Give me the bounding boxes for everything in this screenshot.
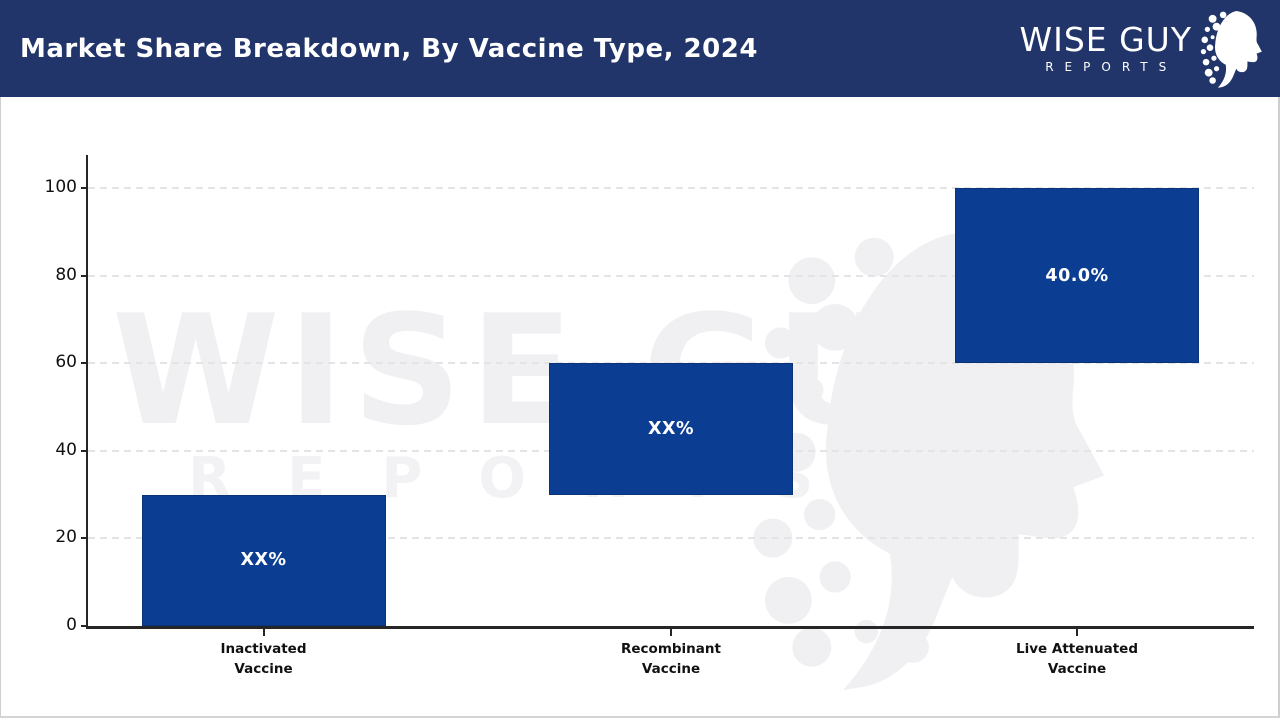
category-label: Inactivated Vaccine [144, 639, 384, 679]
page-title: Market Share Breakdown, By Vaccine Type,… [20, 33, 758, 64]
wiseguy-logo: WISE GUY REPORTS [1019, 7, 1280, 91]
y-tick-label: 20 [55, 527, 77, 548]
x-axis-line [86, 625, 1254, 629]
category-label-line: Live Attenuated [1015, 641, 1138, 657]
gridline-80 [88, 274, 1254, 277]
bar-value-label: 40.0% [1045, 265, 1109, 286]
x-tick [262, 628, 265, 636]
x-tick [670, 628, 672, 636]
y-tick-100 [81, 187, 88, 189]
bar-inactivated-vaccine: XX% [141, 494, 386, 626]
logo-text: WISE GUY REPORTS [1019, 20, 1192, 75]
logo-wordmark: WISE GUY [1019, 20, 1192, 59]
logo-head-icon [1200, 10, 1262, 88]
x-tick [1076, 628, 1078, 636]
gridline-100 [88, 187, 1254, 189]
header-bar: Market Share Breakdown, By Vaccine Type,… [0, 0, 1280, 97]
y-tick-60 [81, 362, 88, 365]
y-tick-80 [81, 274, 88, 277]
bar-value-label: XX% [647, 418, 695, 439]
category-label-line: Vaccine [234, 661, 293, 677]
category-label-line: Vaccine [641, 661, 701, 677]
bar-recombinant-vaccine: XX% [549, 363, 793, 495]
y-tick-label: 100 [44, 177, 77, 197]
category-label-line: Vaccine [1047, 661, 1107, 677]
y-tick-label: 40 [55, 439, 77, 460]
bar-value-label: XX% [240, 550, 287, 571]
category-label-line: Recombinant [621, 641, 721, 657]
y-tick-40 [81, 449, 88, 452]
logo-subtitle: REPORTS [1045, 60, 1178, 74]
y-tick-0 [81, 625, 88, 627]
bar-live attenuated-vaccine: 40.0% [955, 188, 1199, 364]
y-axis-line [86, 155, 88, 629]
y-tick-label: 60 [55, 352, 77, 373]
y-tick-label: 80 [55, 264, 77, 285]
category-label-line: Inactivated [220, 641, 307, 657]
y-tick-20 [81, 537, 88, 540]
category-label: Live Attenuated Vaccine [957, 639, 1197, 679]
category-label: Recombinant Vaccine [551, 639, 791, 679]
gridline-20 [88, 537, 1254, 540]
y-tick-label: 0 [66, 615, 77, 635]
